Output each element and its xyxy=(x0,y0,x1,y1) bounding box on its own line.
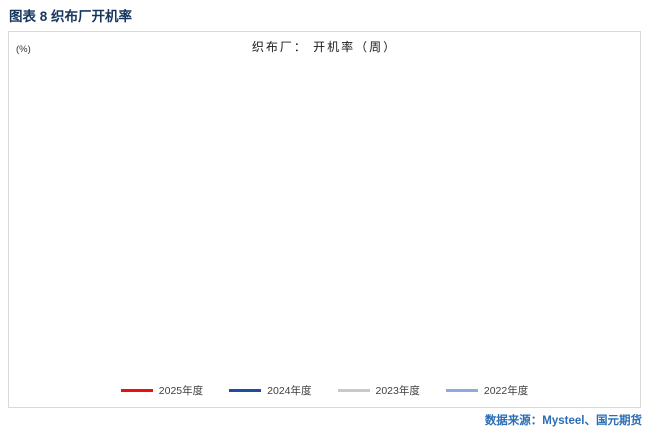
legend-swatch-2025年度 xyxy=(120,389,153,392)
legend-label: 2022年度 xyxy=(483,385,529,397)
chart-legend: 2025年度 2024年度 2023年度 2022年度 xyxy=(8,383,641,398)
legend-swatch-2023年度 xyxy=(337,389,370,392)
chart-title: 织布厂： 开机率（周） xyxy=(251,40,398,54)
chart-panel xyxy=(8,31,641,408)
legend-item-2025年度: 2025年度 xyxy=(120,383,204,398)
page-title: 图表 8 织布厂开机率 xyxy=(9,9,133,24)
legend-item-2023年度: 2023年度 xyxy=(337,383,420,398)
legend-label: 2025年度 xyxy=(158,385,204,397)
legend-item-2024年度: 2024年度 xyxy=(229,383,312,398)
legend-item-2022年度: 2022年度 xyxy=(445,383,529,398)
y-axis-unit-label: (%) xyxy=(16,44,31,55)
legend-swatch-2024年度 xyxy=(229,389,262,392)
legend-label: 2023年度 xyxy=(375,385,420,397)
data-source-label: 数据来源：Mysteel、国元期货 xyxy=(484,415,642,427)
legend-swatch-2022年度 xyxy=(445,389,478,392)
legend-label: 2024年度 xyxy=(267,385,312,397)
